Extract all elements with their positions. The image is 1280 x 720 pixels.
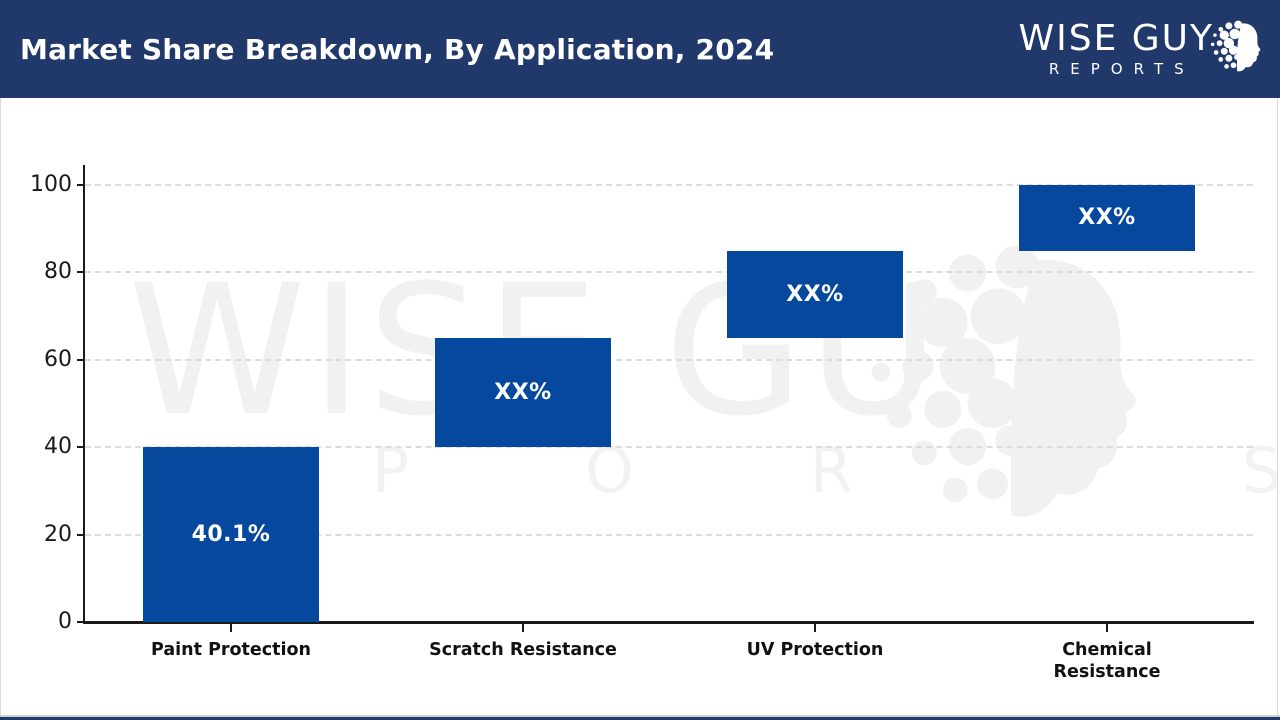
bar-uv-protection: XX% bbox=[727, 250, 903, 338]
logo-head-icon bbox=[1210, 20, 1261, 72]
y-tick-100 bbox=[77, 184, 85, 186]
x-tick-2 bbox=[522, 624, 524, 632]
footer-hairline bbox=[0, 715, 1280, 717]
y-tick-label-60: 60 bbox=[44, 346, 72, 372]
footer-bar bbox=[0, 717, 1280, 720]
bar-paint-protection: 40.1% bbox=[143, 446, 319, 622]
left-border bbox=[0, 98, 1, 718]
y-tick-0 bbox=[77, 621, 85, 623]
bar-value-label: XX% bbox=[786, 281, 844, 307]
x-tick-3 bbox=[814, 624, 816, 632]
x-category-label: Paint Protection bbox=[150, 640, 311, 660]
x-tick-1 bbox=[230, 624, 232, 632]
bar-value-label: XX% bbox=[494, 379, 552, 405]
gridline-80 bbox=[85, 271, 1253, 274]
gridline-100 bbox=[85, 184, 1253, 186]
x-axis-line bbox=[83, 621, 1254, 624]
y-tick-label-40: 40 bbox=[44, 434, 72, 460]
y-tick-label-100: 100 bbox=[30, 172, 72, 197]
y-tick-label-20: 20 bbox=[44, 521, 72, 547]
y-tick-label-0: 0 bbox=[58, 609, 72, 634]
gridline-60 bbox=[85, 358, 1253, 361]
watermark-text-2: P O R T S bbox=[372, 434, 1280, 507]
x-tick-4 bbox=[1106, 624, 1108, 632]
y-tick-80 bbox=[77, 271, 85, 274]
x-category-label: Chemical Resistance bbox=[1053, 640, 1161, 682]
bar-chemical-resistance: XX% bbox=[1019, 185, 1195, 251]
bar-value-label: 40.1% bbox=[191, 521, 271, 547]
x-category-label: UV Protection bbox=[746, 640, 884, 660]
y-axis-line bbox=[83, 165, 85, 624]
bar-value-label: XX% bbox=[1078, 205, 1136, 231]
logo-wordmark: WISE GUY bbox=[1018, 18, 1214, 60]
logo-text: WISE GUY REPORTS bbox=[1019, 20, 1215, 78]
y-tick-label-80: 80 bbox=[44, 259, 72, 285]
y-tick-60 bbox=[77, 358, 85, 361]
gridline-20 bbox=[85, 533, 1253, 536]
x-category-label: Scratch Resistance bbox=[429, 640, 617, 660]
logo-subtitle: REPORTS bbox=[1048, 59, 1195, 78]
header-banner: Market Share Breakdown, By Application, … bbox=[0, 0, 1280, 98]
page-title: Market Share Breakdown, By Application, … bbox=[20, 32, 775, 66]
wise-guy-reports-logo: WISE GUY REPORTS bbox=[1019, 10, 1280, 88]
y-tick-20 bbox=[77, 533, 85, 536]
bar-scratch-resistance: XX% bbox=[435, 337, 611, 447]
right-border bbox=[1277, 98, 1278, 718]
gridline-40 bbox=[85, 446, 1253, 449]
y-tick-40 bbox=[77, 446, 85, 449]
